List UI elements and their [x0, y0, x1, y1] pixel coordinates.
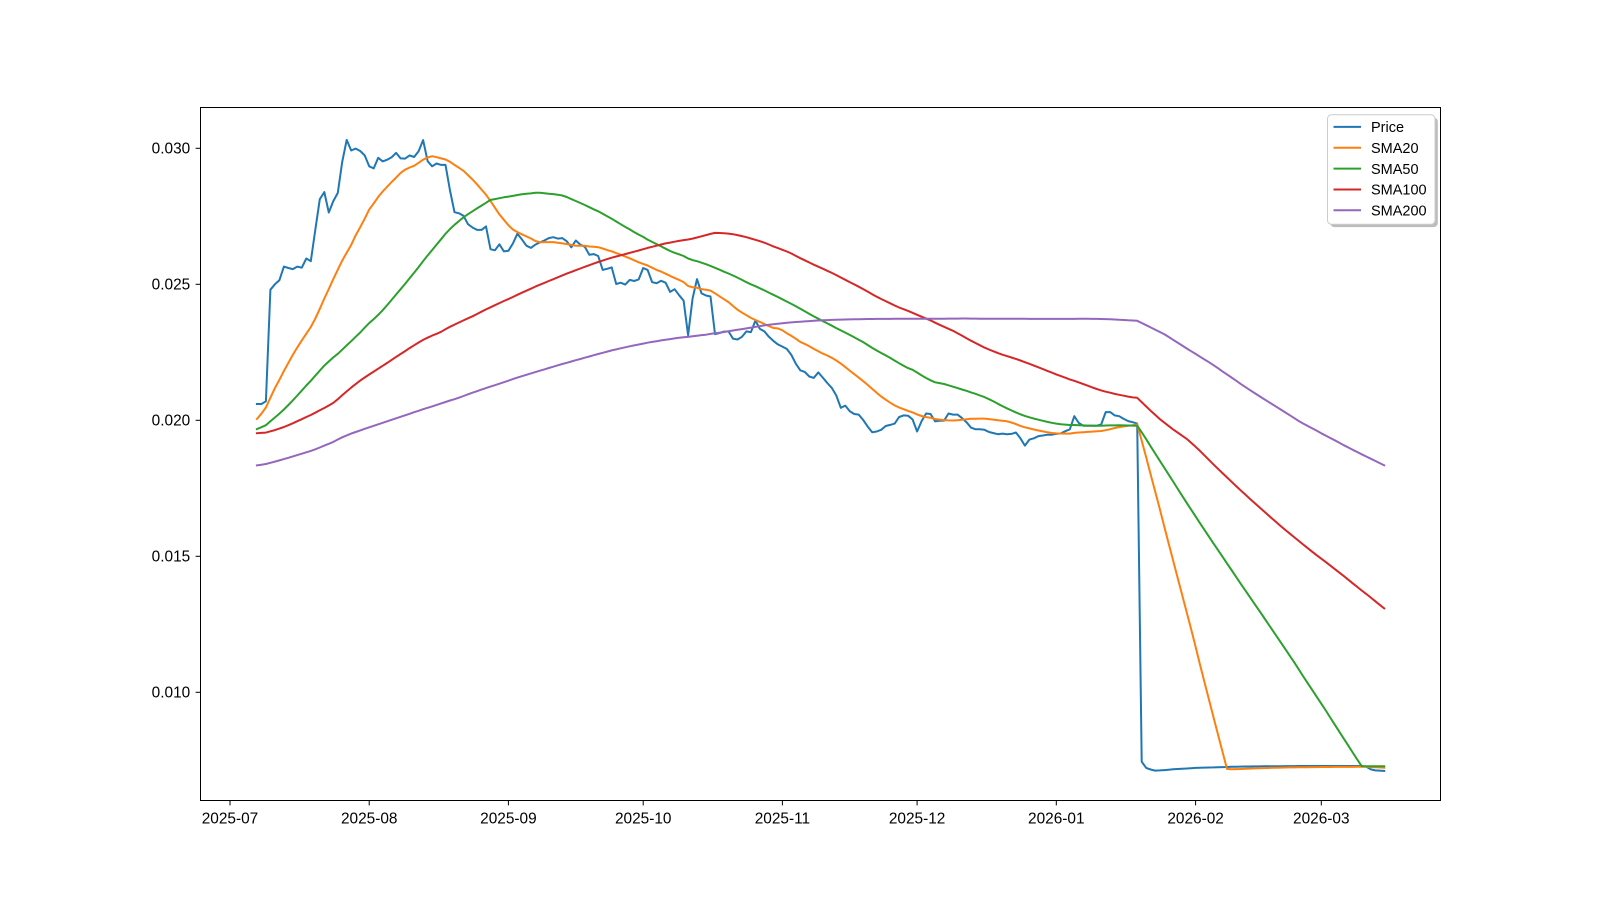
svg-text:SMA20: SMA20 [1371, 141, 1419, 157]
svg-text:2025-08: 2025-08 [341, 811, 397, 828]
svg-text:SMA100: SMA100 [1371, 183, 1427, 199]
svg-text:2025-09: 2025-09 [480, 811, 536, 828]
svg-text:Price: Price [1371, 120, 1404, 136]
svg-text:0.015: 0.015 [152, 549, 191, 566]
svg-text:2025-10: 2025-10 [615, 811, 671, 828]
svg-text:0.030: 0.030 [152, 141, 191, 158]
svg-text:2026-02: 2026-02 [1167, 811, 1223, 828]
svg-text:2025-11: 2025-11 [755, 811, 810, 828]
svg-text:2025-12: 2025-12 [889, 811, 945, 828]
svg-text:2025-07: 2025-07 [202, 811, 258, 828]
svg-text:2026-01: 2026-01 [1028, 811, 1084, 828]
svg-text:0.020: 0.020 [152, 413, 191, 430]
svg-text:2026-03: 2026-03 [1293, 811, 1349, 828]
svg-text:SMA200: SMA200 [1371, 204, 1427, 220]
svg-text:SMA50: SMA50 [1371, 162, 1419, 178]
svg-text:0.025: 0.025 [152, 277, 191, 294]
svg-text:0.010: 0.010 [152, 685, 191, 702]
